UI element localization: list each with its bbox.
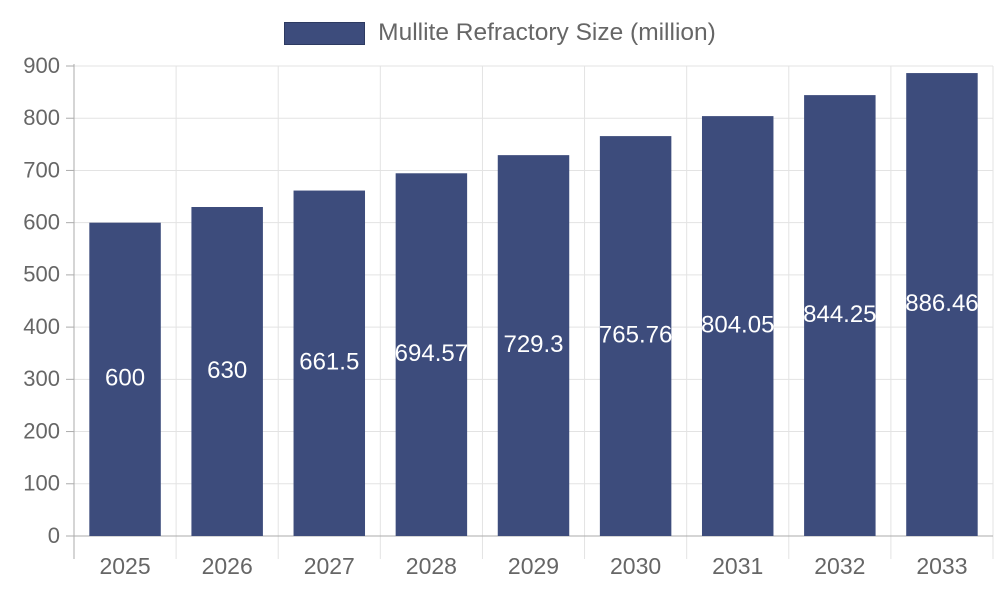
svg-text:804.05: 804.05 — [701, 311, 774, 338]
svg-text:694.57: 694.57 — [395, 340, 468, 367]
svg-text:2027: 2027 — [304, 553, 355, 579]
svg-text:765.76: 765.76 — [599, 321, 672, 348]
svg-text:400: 400 — [23, 314, 60, 339]
svg-text:2026: 2026 — [202, 553, 253, 579]
svg-text:800: 800 — [23, 105, 60, 130]
svg-text:300: 300 — [23, 366, 60, 391]
svg-text:500: 500 — [23, 262, 60, 287]
svg-text:2030: 2030 — [610, 553, 661, 579]
svg-text:100: 100 — [23, 471, 60, 496]
svg-text:600: 600 — [105, 365, 145, 392]
svg-text:2033: 2033 — [916, 553, 967, 579]
svg-text:2032: 2032 — [814, 553, 865, 579]
svg-text:886.46: 886.46 — [905, 290, 978, 317]
svg-text:900: 900 — [23, 53, 60, 78]
svg-text:2031: 2031 — [712, 553, 763, 579]
svg-text:844.25: 844.25 — [803, 301, 876, 328]
svg-text:0: 0 — [48, 523, 60, 548]
svg-text:630: 630 — [207, 357, 247, 384]
svg-text:661.5: 661.5 — [299, 349, 359, 376]
svg-text:200: 200 — [23, 418, 60, 443]
svg-text:2025: 2025 — [99, 553, 150, 579]
svg-text:2028: 2028 — [406, 553, 457, 579]
svg-text:600: 600 — [23, 209, 60, 234]
svg-text:700: 700 — [23, 157, 60, 182]
svg-text:2029: 2029 — [508, 553, 559, 579]
svg-text:729.3: 729.3 — [503, 331, 563, 358]
